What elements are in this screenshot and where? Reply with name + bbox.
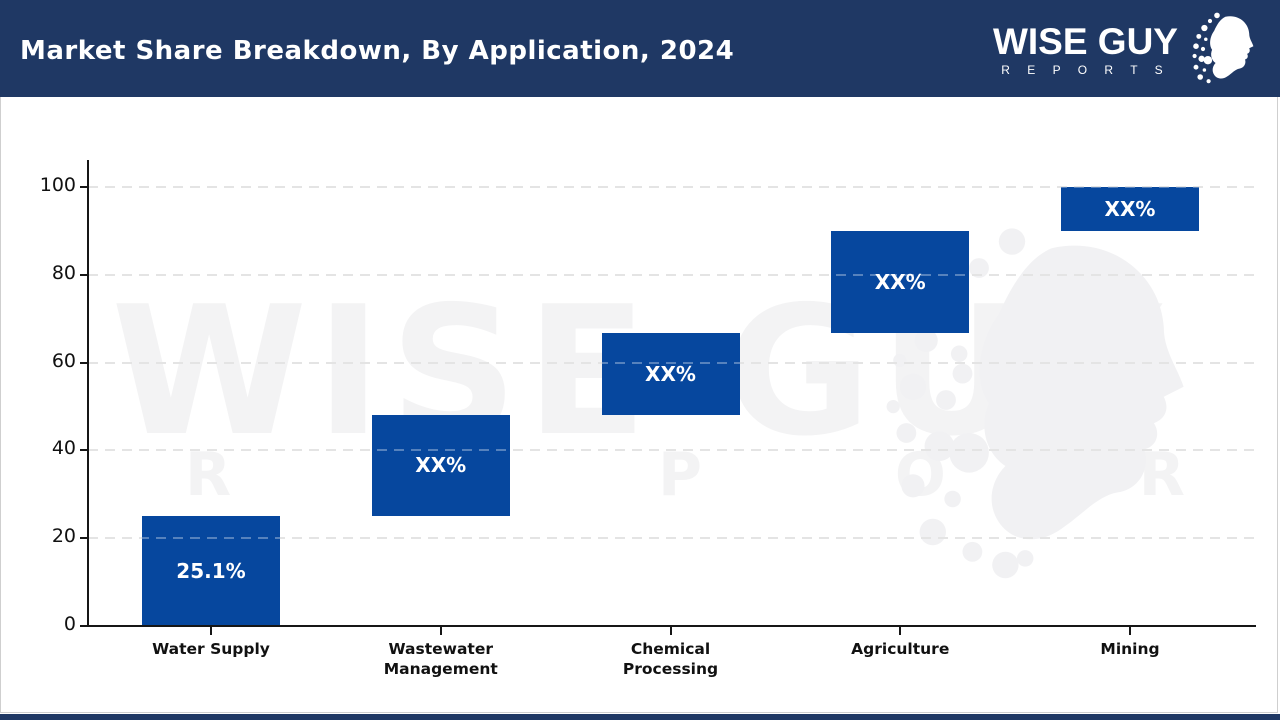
bar-segment [1061, 187, 1199, 231]
y-tick-mark [80, 537, 88, 540]
gridline-overlay [88, 273, 1256, 276]
y-tick-mark [80, 361, 88, 364]
gridline-overlay [88, 449, 1256, 452]
x-category-label: Chemical Processing [622, 640, 719, 679]
bar-value-label: XX% [1104, 196, 1156, 221]
page-title: Market Share Breakdown, By Application, … [20, 36, 735, 66]
x-tick-mark [669, 627, 672, 635]
x-tick-mark [210, 627, 212, 635]
y-tick-label: 20 [51, 525, 76, 548]
y-tick-mark [80, 186, 88, 188]
bar-segment [601, 333, 740, 415]
y-tick-label: 0 [63, 613, 76, 635]
y-tick-label: 40 [51, 437, 76, 460]
x-axis-line [87, 625, 1256, 627]
logo-head-icon [1192, 12, 1254, 84]
bar-value-label: 25.1% [176, 558, 246, 583]
x-category-label: Agriculture [851, 640, 950, 658]
x-category-label: Water Supply [152, 640, 270, 658]
watermark-head-icon [880, 228, 1184, 579]
gridline-overlay [88, 186, 1256, 188]
brand-logo: WISE GUY R E P O R T S [993, 6, 1266, 92]
x-tick-mark [439, 627, 442, 635]
header-bar: Market Share Breakdown, By Application, … [0, 0, 1280, 97]
y-tick-mark [80, 273, 88, 276]
x-tick-mark [899, 627, 902, 635]
y-tick-label: 60 [51, 349, 76, 372]
bar-segment [831, 230, 970, 334]
footer-bar [0, 714, 1280, 720]
bar-value-label: XX% [874, 270, 926, 295]
y-tick-mark [80, 449, 88, 452]
logo-wordmark: WISE GUY [992, 20, 1178, 62]
gridline-overlay [88, 537, 1256, 540]
bar-segment [371, 414, 510, 516]
gridline [88, 449, 1256, 452]
bar-value-label: XX% [415, 453, 467, 478]
gridline [88, 186, 1256, 188]
logo-sub: R E P O R T S [1001, 62, 1170, 77]
x-category-label: Wastewater Management [383, 640, 498, 679]
x-tick-mark [1129, 627, 1131, 635]
gridline [88, 537, 1256, 540]
y-tick-mark [80, 625, 88, 627]
bar-segment [142, 515, 280, 626]
gridline-overlay [88, 361, 1256, 364]
bar-value-label: XX% [645, 362, 696, 386]
y-axis-line [87, 160, 89, 627]
x-category-label: Mining [1100, 640, 1160, 658]
gridline [88, 273, 1256, 276]
y-tick-label: 100 [39, 174, 76, 196]
y-tick-label: 80 [51, 261, 76, 284]
